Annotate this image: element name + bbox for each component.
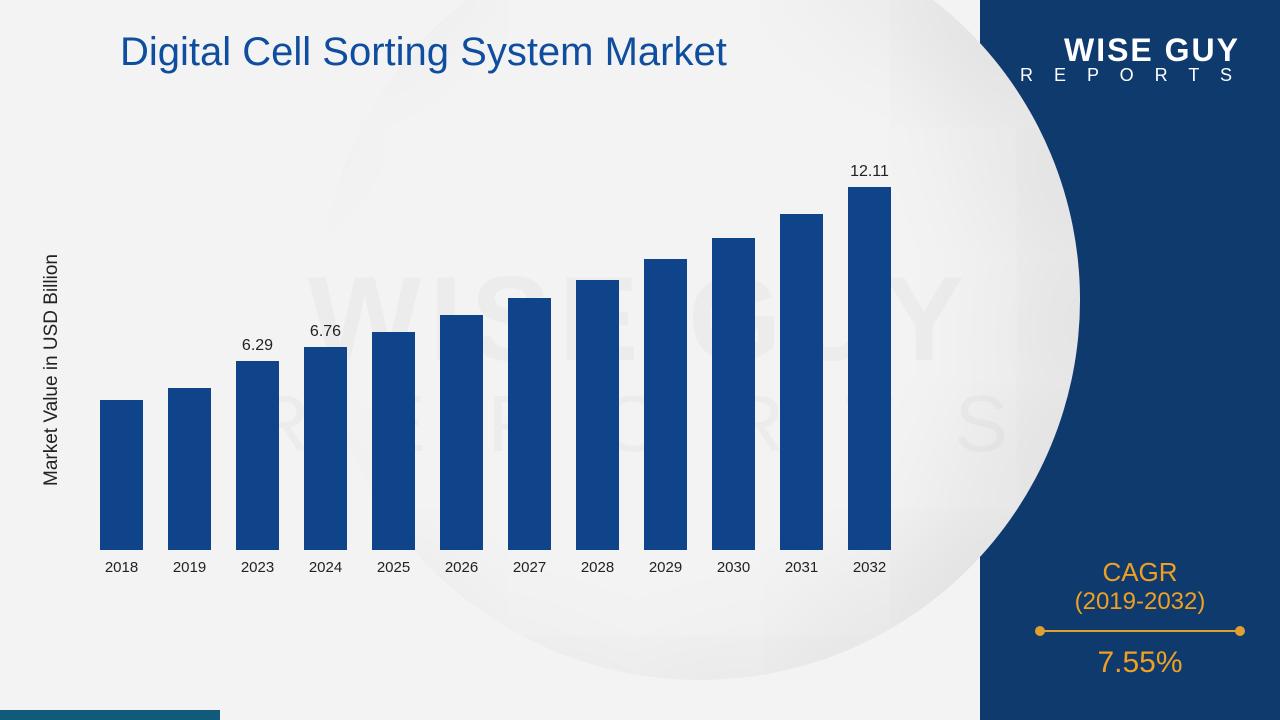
brand-logo: WISE GUY R E P O R T S	[1020, 32, 1240, 86]
x-tick: 2025	[364, 559, 424, 576]
cagr-label: CAGR	[1020, 557, 1260, 588]
bar	[440, 315, 483, 550]
x-tick: 2018	[92, 559, 152, 576]
x-tick: 2030	[704, 559, 764, 576]
bar	[780, 214, 823, 550]
brand-line1: WISE GUY	[1020, 32, 1240, 69]
infographic-canvas: WISE GUY R E P O R T S Digital Cell Sort…	[0, 0, 1280, 720]
cagr-rule	[1040, 630, 1240, 632]
bar-value-label: 6.29	[228, 337, 288, 355]
x-tick: 2023	[228, 559, 288, 576]
bar-value-label: 6.76	[296, 323, 356, 341]
y-axis-label: Market Value in USD Billion	[41, 254, 63, 486]
x-tick: 2019	[160, 559, 220, 576]
bar	[372, 332, 415, 550]
cagr-value: 7.55%	[1020, 646, 1260, 680]
x-tick: 2027	[500, 559, 560, 576]
cagr-box: CAGR (2019-2032) 7.55%	[1020, 557, 1260, 680]
bar	[168, 388, 211, 550]
bar	[304, 347, 347, 550]
bar	[848, 187, 891, 550]
bar-value-label: 12.11	[840, 163, 900, 181]
x-tick: 2031	[772, 559, 832, 576]
bar	[508, 298, 551, 550]
chart-title: Digital Cell Sorting System Market	[120, 30, 727, 75]
x-tick: 2026	[432, 559, 492, 576]
bar	[644, 259, 687, 550]
bar	[712, 238, 755, 550]
bar	[576, 280, 619, 550]
x-tick: 2032	[840, 559, 900, 576]
bar	[236, 361, 279, 550]
accent-bar	[0, 710, 220, 720]
x-tick: 2028	[568, 559, 628, 576]
cagr-years: (2019-2032)	[1020, 588, 1260, 616]
bar	[100, 400, 143, 550]
chart-area: Market Value in USD Billion 201820192023…	[80, 160, 910, 580]
x-tick: 2024	[296, 559, 356, 576]
x-tick: 2029	[636, 559, 696, 576]
bar-plot: 2018201920236.2920246.762025202620272028…	[100, 160, 910, 550]
brand-line2: R E P O R T S	[1020, 65, 1240, 86]
